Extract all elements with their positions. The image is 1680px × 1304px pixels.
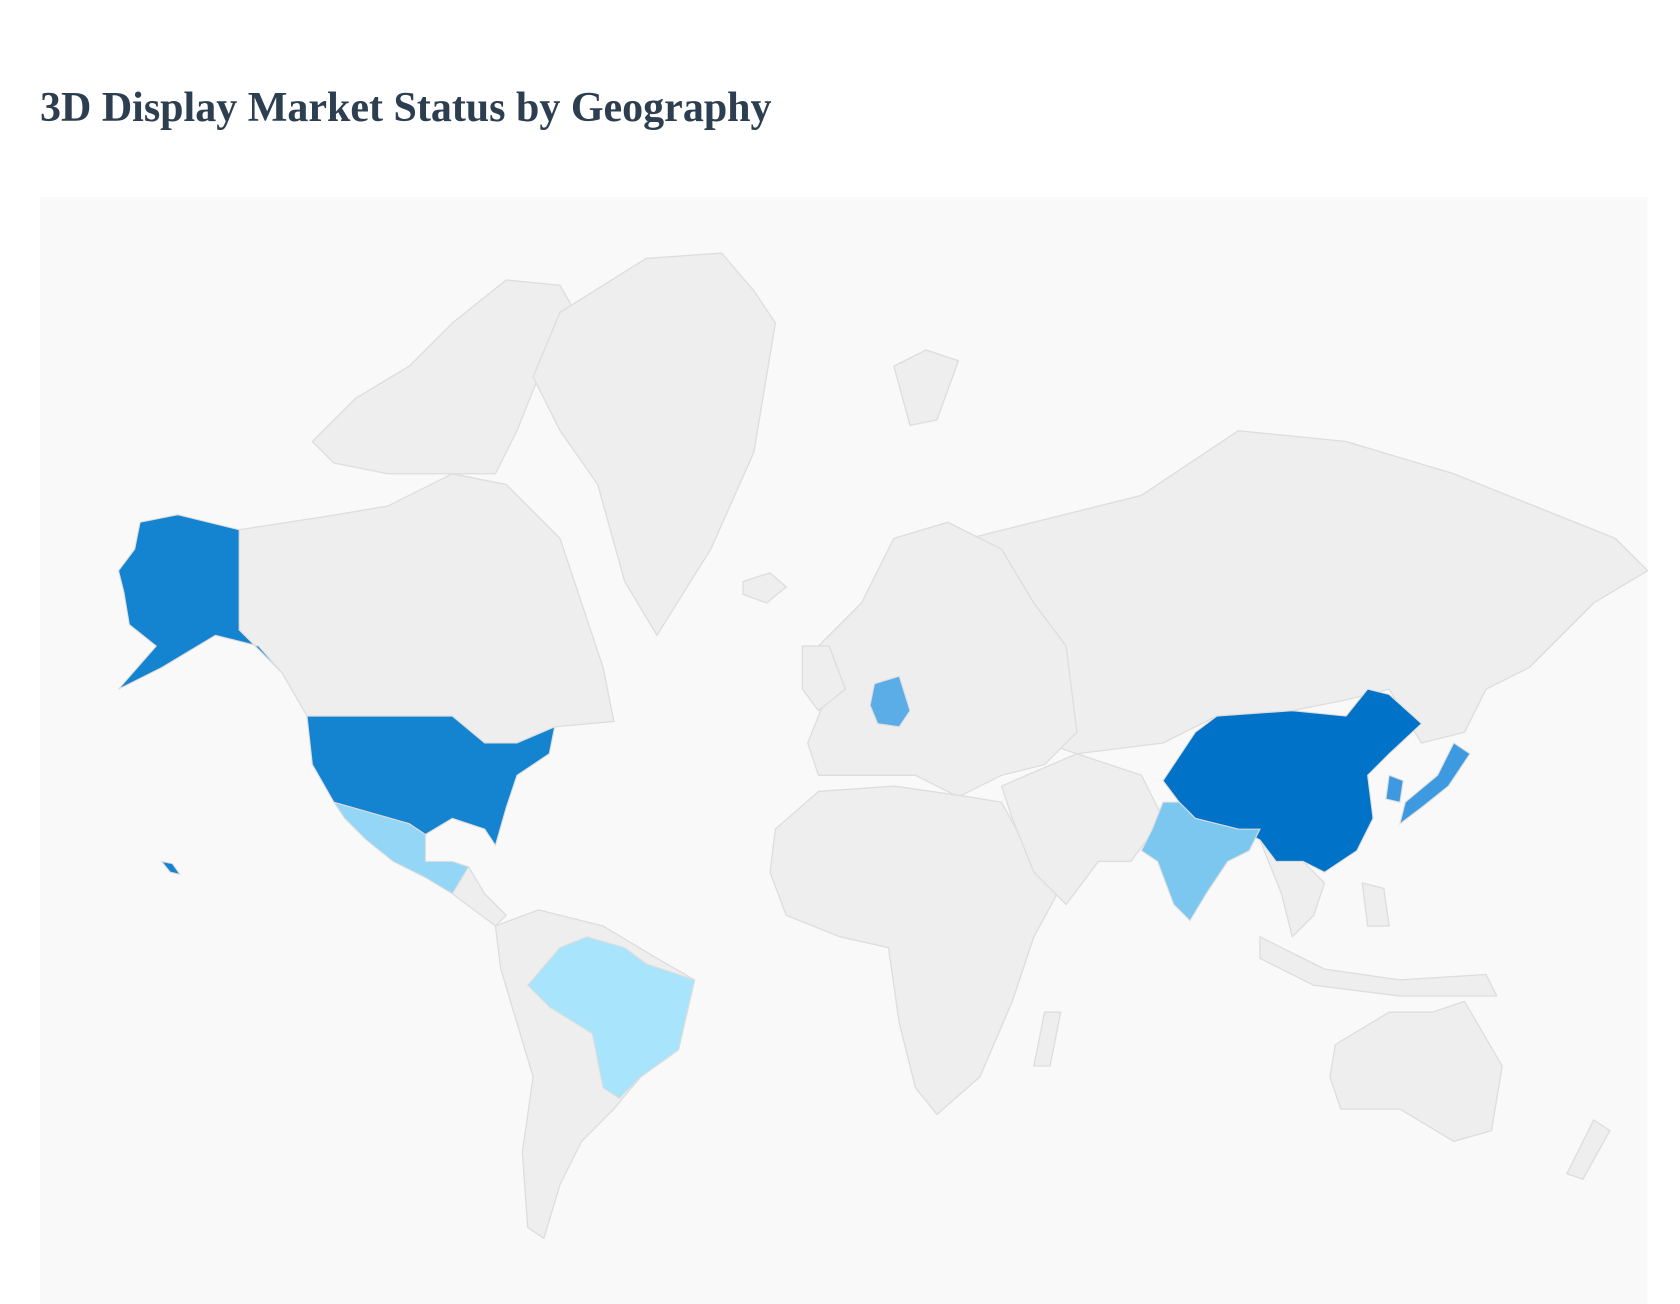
australia[interactable] [1329,1000,1503,1143]
japan[interactable] [1399,742,1471,826]
middle-east[interactable] [1000,753,1164,906]
iceland [742,572,787,604]
united-kingdom[interactable] [801,645,847,712]
new-zealand[interactable] [1566,1119,1611,1180]
canada[interactable] [238,473,615,744]
highlighted-countries [117,514,1471,1100]
united-states-hawaii[interactable] [160,860,182,876]
mexico[interactable] [332,801,470,895]
indonesia[interactable] [1259,936,1498,997]
svalbard [893,349,960,426]
south-korea[interactable] [1385,774,1404,803]
greenland[interactable] [532,252,777,636]
page-title: 3D Display Market Status by Geography [40,85,772,131]
united-states-alaska[interactable] [117,514,283,690]
africa[interactable] [769,785,1067,1116]
europe[interactable] [807,521,1078,798]
madagascar[interactable] [1033,1011,1062,1067]
brazil[interactable] [526,936,696,1100]
germany[interactable] [869,675,911,728]
philippines[interactable] [1361,882,1390,927]
russia-central-asia[interactable] [968,430,1649,755]
land-grey [238,252,1649,1239]
india[interactable] [1140,801,1261,922]
